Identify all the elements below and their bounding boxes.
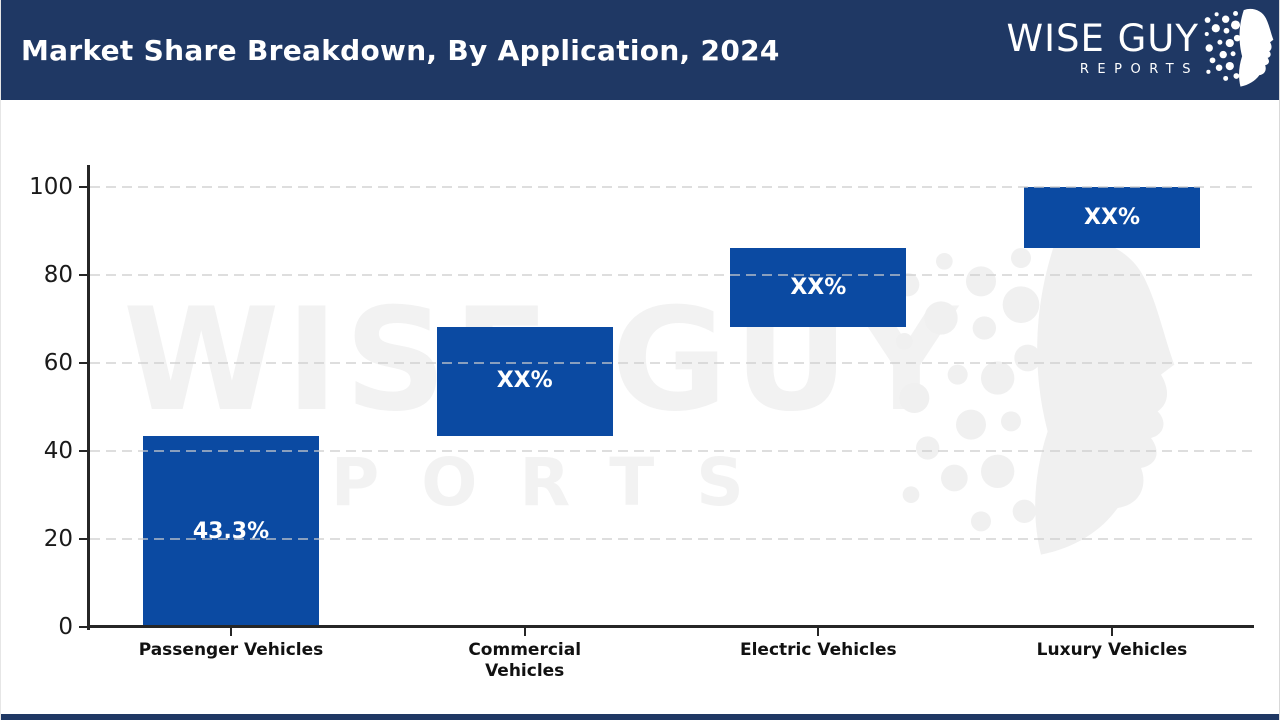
x-axis-spine xyxy=(87,625,1254,628)
x-tick-0 xyxy=(230,628,232,636)
bar-value-label: XX% xyxy=(496,368,553,394)
y-tick-label: 20 xyxy=(43,526,73,552)
brand-logo-text: WISE GUY REPORTS xyxy=(1006,17,1199,78)
y-tick-80 xyxy=(79,274,87,276)
y-tick-20 xyxy=(79,538,87,540)
footer-bar xyxy=(1,714,1279,720)
brand-subname: REPORTS xyxy=(1079,62,1199,77)
y-tick-label: 60 xyxy=(43,350,73,376)
brand-logo: WISE GUY REPORTS xyxy=(1007,5,1275,91)
bar-2 xyxy=(730,248,907,327)
category-label-line: Luxury Vehicles xyxy=(1036,640,1188,660)
y-tick-100 xyxy=(79,186,87,188)
y-tick-label: 80 xyxy=(43,262,73,288)
category-label-line: Passenger Vehicles xyxy=(138,640,324,660)
category-label: Electric Vehicles xyxy=(703,640,933,661)
gridline-80 xyxy=(90,274,1254,276)
bar-1 xyxy=(436,326,613,437)
category-label: Luxury Vehicles xyxy=(997,640,1227,661)
y-tick-0 xyxy=(79,626,87,628)
brand-name: WISE GUY xyxy=(1006,17,1199,60)
bar-3 xyxy=(1024,187,1200,249)
x-tick-2 xyxy=(817,628,820,636)
category-label: Passenger Vehicles xyxy=(116,640,346,661)
gridline-20 xyxy=(90,538,1254,540)
x-tick-3 xyxy=(1111,628,1113,636)
category-label-line: Vehicles xyxy=(485,661,565,681)
watermark-face-icon xyxy=(896,239,1175,555)
category-label-line: Electric Vehicles xyxy=(739,640,897,660)
y-tick-label: 0 xyxy=(58,614,73,640)
logo-face-icon xyxy=(1204,8,1274,87)
x-tick-1 xyxy=(523,628,526,636)
bar-value-label: XX% xyxy=(1084,204,1140,230)
gridline-40 xyxy=(90,450,1254,452)
y-axis-spine xyxy=(87,165,90,630)
y-tick-label: 40 xyxy=(43,438,73,464)
gridline-60 xyxy=(90,362,1254,364)
page-title: Market Share Breakdown, By Application, … xyxy=(21,33,780,67)
y-tick-40 xyxy=(79,450,87,452)
title-bar: Market Share Breakdown, By Application, … xyxy=(1,0,1279,100)
y-tick-label: 100 xyxy=(29,174,73,200)
category-label-line: Commercial xyxy=(468,640,582,660)
gridline-100 xyxy=(90,186,1254,188)
bar-value-label: 43.3% xyxy=(192,518,270,544)
plot-area: 43.3% XX% XX% XX% 0 20 40 60 80 100 Passenger Vehi… xyxy=(1,100,1279,720)
bar-value-label: XX% xyxy=(790,274,847,300)
y-tick-60 xyxy=(79,362,87,364)
bar-0 xyxy=(143,436,319,627)
category-label: Commercial Vehicles xyxy=(410,640,640,682)
